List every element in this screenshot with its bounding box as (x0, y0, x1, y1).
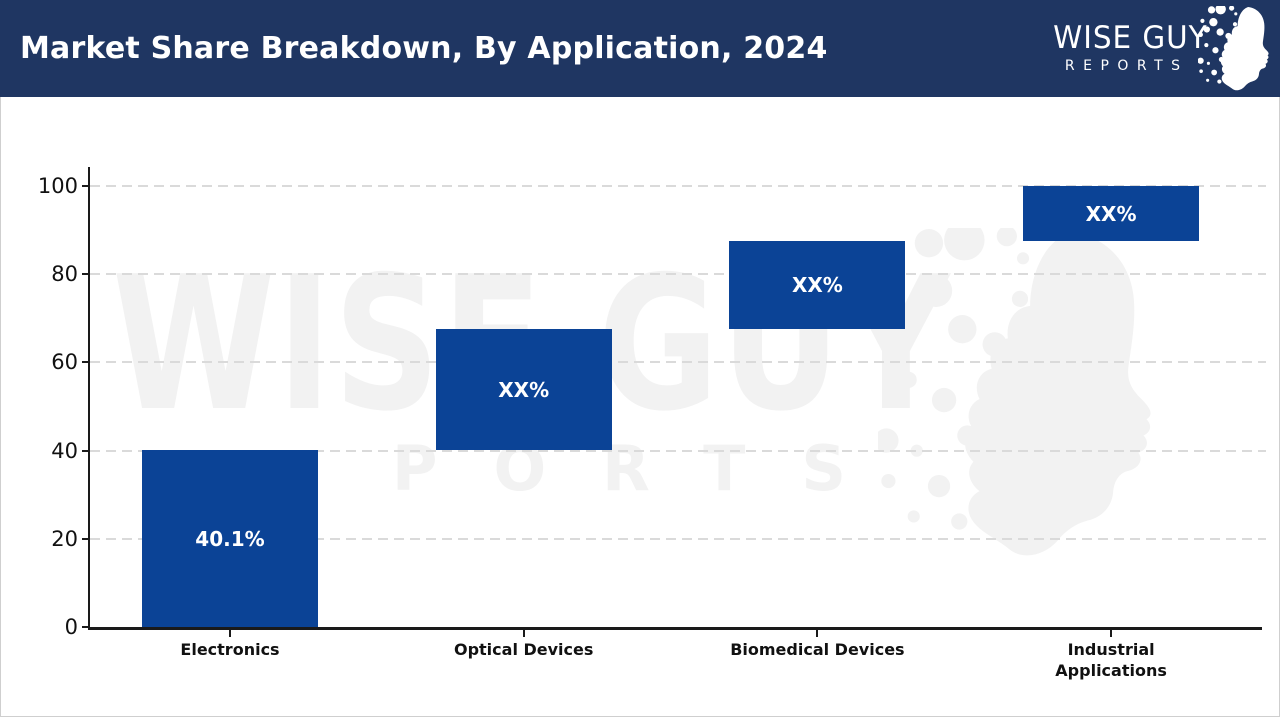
gridline-40 (90, 449, 1266, 452)
chart-title: Market Share Breakdown, By Application, … (20, 31, 828, 66)
y-tick-0 (82, 626, 90, 628)
brand-head-icon (1198, 6, 1272, 92)
watermark-head-icon (878, 228, 1162, 562)
gridline-20 (90, 537, 1266, 540)
y-tick-label-40: 40 (51, 438, 78, 463)
x-tick-1 (522, 628, 525, 637)
x-category-label: Optical Devices (453, 640, 594, 659)
y-tick-20 (82, 537, 90, 540)
brand-subname: REPORTS (1064, 58, 1189, 74)
bar-industrial-applications: XX% (1023, 186, 1200, 242)
brand-logo: WISE GUY REPORTS (1022, 0, 1272, 97)
brand-name: WISE GUY (1053, 20, 1208, 56)
y-tick-label-20: 20 (51, 526, 78, 551)
bar-optical-devices: XX% (435, 329, 612, 451)
x-tick-3 (1110, 628, 1113, 637)
y-tick-60 (82, 361, 90, 364)
y-tick-label-80: 80 (51, 262, 78, 287)
gridline-80 (90, 273, 1266, 276)
bar-biomedical-devices: XX% (729, 241, 906, 330)
x-category-label: Electronics (180, 640, 280, 659)
y-tick-40 (82, 449, 90, 452)
y-tick-label-100: 100 (37, 174, 78, 198)
x-tick-2 (816, 628, 819, 637)
y-tick-label-0: 0 (64, 615, 78, 639)
x-category-label: Industrial Applications (1055, 640, 1167, 680)
bar-value-label: XX% (498, 377, 550, 402)
header-bar: Market Share Breakdown, By Application, … (0, 0, 1280, 97)
brand-logo-text: WISE GUY REPORTS (1045, 20, 1208, 74)
bar-value-label: 40.1% (195, 526, 265, 551)
y-axis-spine (88, 167, 90, 629)
x-category-label: Biomedical Devices (730, 640, 905, 659)
bar-value-label: XX% (1085, 201, 1137, 226)
x-axis-spine (88, 627, 1262, 630)
y-tick-label-60: 60 (51, 350, 78, 375)
bar-value-label: XX% (791, 273, 843, 298)
gridline-100 (90, 185, 1266, 187)
bar-electronics: 40.1% (142, 450, 318, 627)
y-tick-80 (82, 273, 90, 276)
gridline-60 (90, 361, 1266, 364)
x-tick-0 (229, 628, 231, 637)
y-tick-100 (82, 185, 90, 187)
